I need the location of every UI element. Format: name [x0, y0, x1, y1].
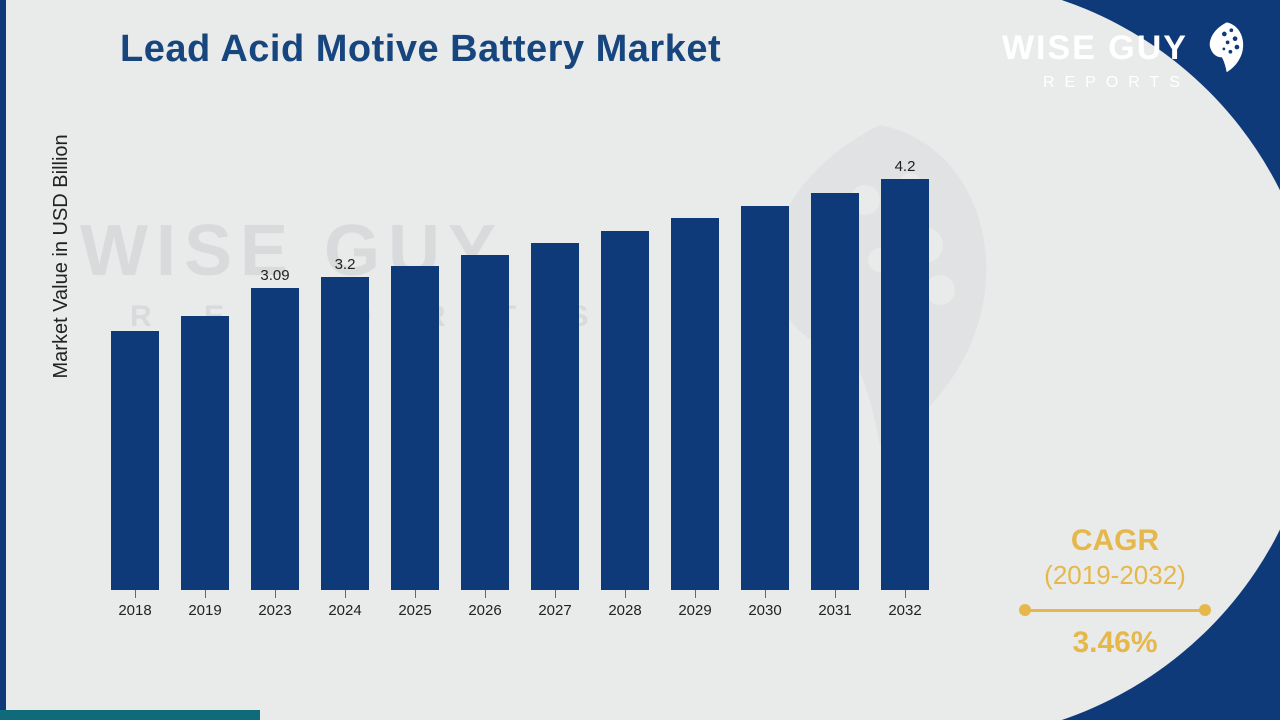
tick-mark	[345, 590, 346, 598]
bar-value-label: 3.2	[310, 256, 380, 273]
x-tick-label: 2031	[818, 602, 851, 619]
x-tick-label: 2026	[468, 602, 501, 619]
tick-mark	[555, 590, 556, 598]
x-tick-label: 2032	[888, 602, 921, 619]
x-tick: 2029	[660, 590, 730, 630]
bar	[811, 193, 859, 590]
x-tick: 2028	[590, 590, 660, 630]
bar-wrap	[660, 150, 730, 590]
bar	[181, 316, 229, 590]
x-axis: 2018 2019 2023 2024 2025 2026 2027 2028 2029 2030…	[100, 590, 940, 630]
bar	[531, 243, 579, 590]
bottom-accent-bar	[0, 710, 260, 720]
bar	[251, 288, 299, 590]
cagr-years: (2019-2032)	[990, 560, 1240, 591]
bar	[111, 331, 159, 590]
x-tick: 2019	[170, 590, 240, 630]
cagr-value: 3.46%	[990, 626, 1240, 660]
x-tick: 2030	[730, 590, 800, 630]
tick-mark	[695, 590, 696, 598]
tick-mark	[485, 590, 486, 598]
x-tick-label: 2019	[188, 602, 221, 619]
cagr-divider	[1025, 609, 1205, 612]
bar-wrap: 3.09	[240, 150, 310, 590]
y-axis-label: Market Value in USD Billion	[50, 134, 73, 378]
bar	[881, 179, 929, 590]
bar	[461, 255, 509, 590]
brand-logo: WISE GUY REPORTS	[1002, 20, 1250, 92]
x-tick-label: 2024	[328, 602, 361, 619]
x-tick: 2024	[310, 590, 380, 630]
bar	[391, 266, 439, 590]
bar-wrap	[170, 150, 240, 590]
bar-wrap	[380, 150, 450, 590]
left-border	[0, 0, 6, 720]
cagr-label: CAGR	[990, 524, 1240, 558]
bar-wrap: 4.2	[870, 150, 940, 590]
bar-chart: Market Value in USD Billion 3.093.24.2 2…	[60, 150, 940, 630]
cagr-box: CAGR (2019-2032) 3.46%	[990, 524, 1240, 660]
x-tick-label: 2028	[608, 602, 641, 619]
bar	[741, 206, 789, 590]
bar-wrap	[520, 150, 590, 590]
tick-mark	[835, 590, 836, 598]
brand-head-icon	[1194, 20, 1250, 76]
bar-value-label: 4.2	[870, 158, 940, 175]
x-tick-label: 2018	[118, 602, 151, 619]
chart-title: Lead Acid Motive Battery Market	[120, 28, 721, 71]
x-tick: 2026	[450, 590, 520, 630]
bar-wrap	[800, 150, 870, 590]
plot-area: 3.093.2 4.2	[100, 150, 940, 590]
tick-mark	[415, 590, 416, 598]
tick-mark	[135, 590, 136, 598]
x-tick: 2032	[870, 590, 940, 630]
bar-wrap	[590, 150, 660, 590]
x-tick: 2031	[800, 590, 870, 630]
tick-mark	[205, 590, 206, 598]
x-tick-label: 2025	[398, 602, 431, 619]
bar-wrap	[730, 150, 800, 590]
x-tick-label: 2030	[748, 602, 781, 619]
report-canvas: WISE GUY R E P O R T S Lead Acid Motive …	[0, 0, 1280, 720]
x-tick: 2027	[520, 590, 590, 630]
logo-main-text: WISE GUY	[1002, 29, 1188, 68]
x-tick: 2025	[380, 590, 450, 630]
tick-mark	[275, 590, 276, 598]
x-tick-label: 2027	[538, 602, 571, 619]
bar	[671, 218, 719, 590]
x-tick: 2023	[240, 590, 310, 630]
x-tick-label: 2029	[678, 602, 711, 619]
tick-mark	[905, 590, 906, 598]
x-tick-label: 2023	[258, 602, 291, 619]
bars-container: 3.093.2 4.2	[100, 150, 940, 590]
bar-wrap	[450, 150, 520, 590]
bar-wrap: 3.2	[310, 150, 380, 590]
bar-wrap	[100, 150, 170, 590]
tick-mark	[765, 590, 766, 598]
bar	[321, 277, 369, 590]
tick-mark	[625, 590, 626, 598]
bar-value-label: 3.09	[240, 267, 310, 284]
bar	[601, 231, 649, 590]
x-tick: 2018	[100, 590, 170, 630]
logo-sub-text: REPORTS	[1002, 74, 1250, 92]
